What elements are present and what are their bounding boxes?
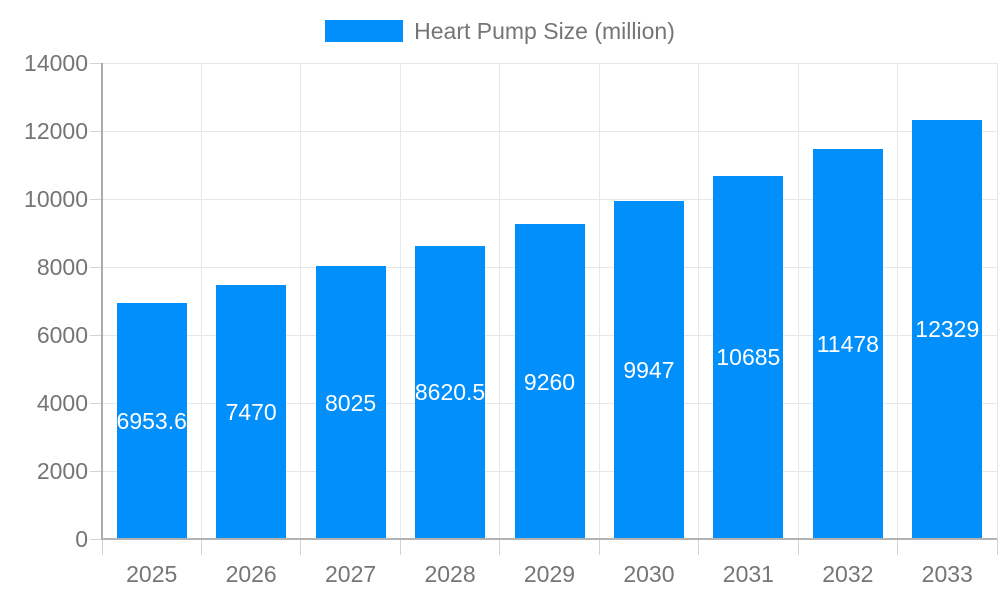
x-axis-tick: [598, 539, 600, 555]
y-axis-label: 8000: [36, 254, 88, 280]
bar-2030[interactable]: [613, 200, 684, 538]
x-axis-tick: [200, 539, 202, 555]
y-axis-tick: [90, 334, 102, 336]
bar-value-label: 7470: [225, 399, 277, 425]
vertical-gridline: [200, 63, 202, 539]
bar-value-label: 12329: [915, 316, 980, 343]
vertical-gridline: [300, 63, 302, 539]
y-axis-label: 0: [75, 526, 88, 552]
legend[interactable]: Heart Pump Size (million): [0, 18, 1000, 44]
bar-2026[interactable]: [216, 285, 287, 538]
bar-2028[interactable]: [415, 245, 486, 538]
y-axis-tick: [90, 538, 102, 540]
x-axis-label: 2027: [325, 561, 377, 587]
y-axis-line: [101, 63, 103, 540]
bar-2033[interactable]: [912, 119, 983, 538]
horizontal-gridline: [102, 130, 997, 132]
legend-label: Heart Pump Size (million): [414, 18, 675, 44]
vertical-gridline: [399, 63, 401, 539]
bar-value-label: 11478: [816, 330, 879, 357]
horizontal-gridline: [102, 62, 997, 64]
x-axis-line: [102, 538, 997, 540]
x-axis-label: 2025: [126, 561, 178, 587]
x-axis-label: 2028: [424, 561, 476, 587]
y-axis-label: 6000: [36, 322, 88, 348]
y-axis-label: 12000: [24, 118, 88, 144]
vertical-gridline: [698, 63, 700, 539]
y-axis-label: 10000: [24, 186, 88, 212]
bar-value-label: 8620.5: [414, 379, 486, 406]
x-axis-label: 2026: [225, 561, 277, 587]
x-axis-tick: [897, 539, 899, 555]
y-axis-tick: [90, 402, 102, 404]
bar-value-label: 9260: [523, 368, 576, 395]
vertical-gridline: [499, 63, 501, 539]
x-axis-tick: [300, 539, 302, 555]
bar-2032[interactable]: [812, 148, 883, 538]
x-axis-tick: [499, 539, 501, 555]
y-axis-tick: [90, 198, 102, 200]
x-axis-tick: [996, 539, 998, 555]
vertical-gridline: [598, 63, 600, 539]
y-axis-tick: [90, 470, 102, 472]
bar-2031[interactable]: [713, 175, 784, 538]
y-axis-label: 4000: [36, 390, 88, 416]
bar-value-label: 10685: [716, 344, 781, 371]
bar-2029[interactable]: [514, 224, 585, 538]
x-axis-label: 2030: [623, 561, 675, 587]
x-axis-label: 2033: [921, 561, 973, 587]
y-axis-tick: [90, 266, 102, 268]
x-axis-tick: [399, 539, 401, 555]
bar-value-label: 8025: [325, 389, 377, 416]
legend-swatch: [325, 20, 404, 42]
x-axis-label: 2029: [523, 561, 576, 587]
x-axis-tick: [101, 539, 103, 555]
vertical-gridline: [996, 63, 998, 539]
x-axis-label: 2031: [722, 561, 774, 587]
x-axis-label: 2032: [822, 561, 874, 587]
bar-2027[interactable]: [315, 266, 386, 538]
bar-value-label: 9947: [623, 356, 675, 383]
y-axis-label: 14000: [24, 50, 88, 76]
x-axis-tick: [698, 539, 700, 555]
y-axis-label: 2000: [36, 458, 88, 484]
y-axis-tick: [90, 62, 102, 64]
x-axis-tick: [797, 539, 799, 555]
bar-2025[interactable]: [116, 302, 187, 538]
y-axis-tick: [90, 130, 102, 132]
horizontal-gridline: [102, 198, 997, 200]
vertical-gridline: [897, 63, 899, 539]
vertical-gridline: [797, 63, 799, 539]
bar-value-label: 6953.6: [116, 407, 187, 434]
